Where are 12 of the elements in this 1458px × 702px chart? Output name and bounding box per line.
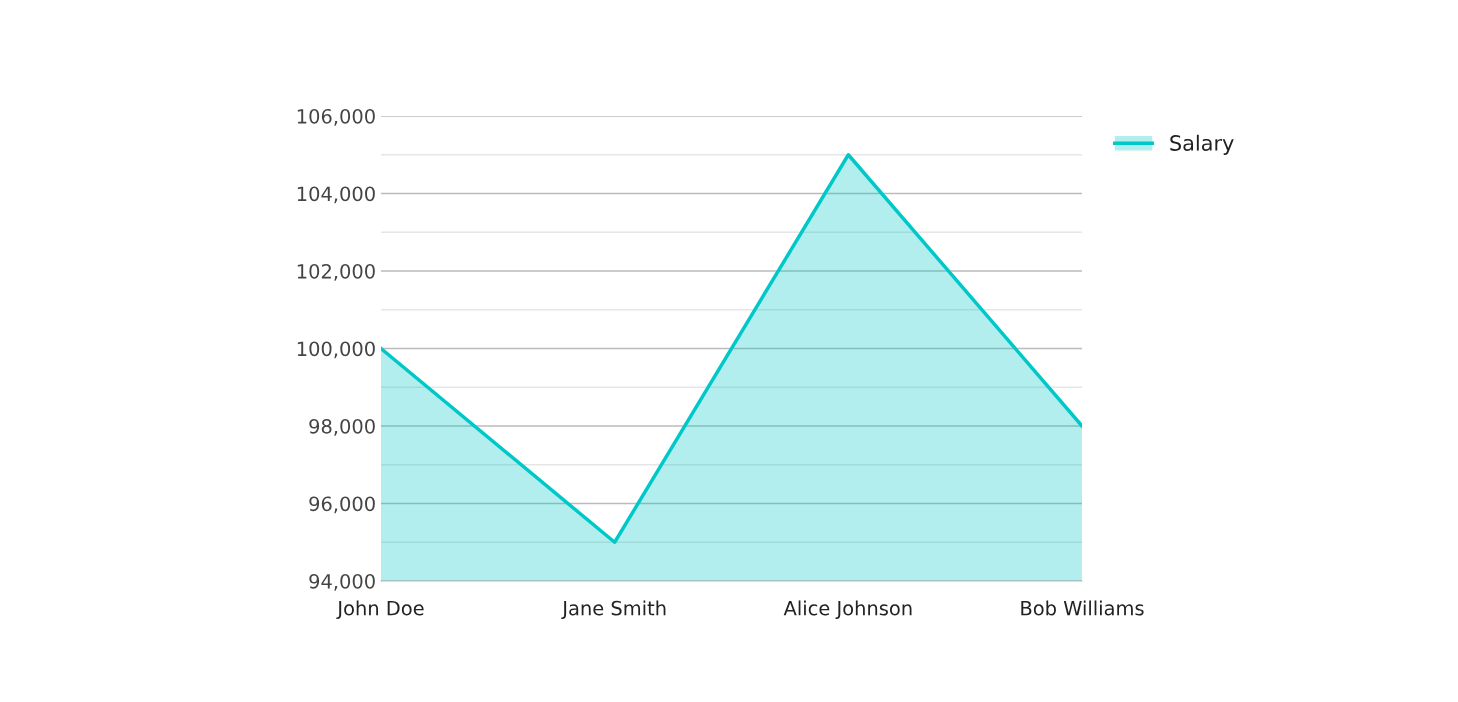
x-tick-label: John Doe [336,600,424,620]
x-tick-label: Alice Johnson [783,600,912,620]
y-tick-label: 100,000 [297,341,375,359]
y-tick-label: 94,000 [309,573,375,591]
y-tick-label: 102,000 [297,263,375,281]
x-tick-label: Bob Williams [1021,600,1144,616]
legend-label: Salary [1170,134,1234,155]
y-tick-label: 96,000 [309,496,375,514]
y-tick-label: 98,000 [309,418,375,436]
y-tick-label: 104,000 [297,186,375,204]
x-tick-label: Jane Smith [561,600,666,620]
y-tick-label: 106,000 [297,108,375,126]
